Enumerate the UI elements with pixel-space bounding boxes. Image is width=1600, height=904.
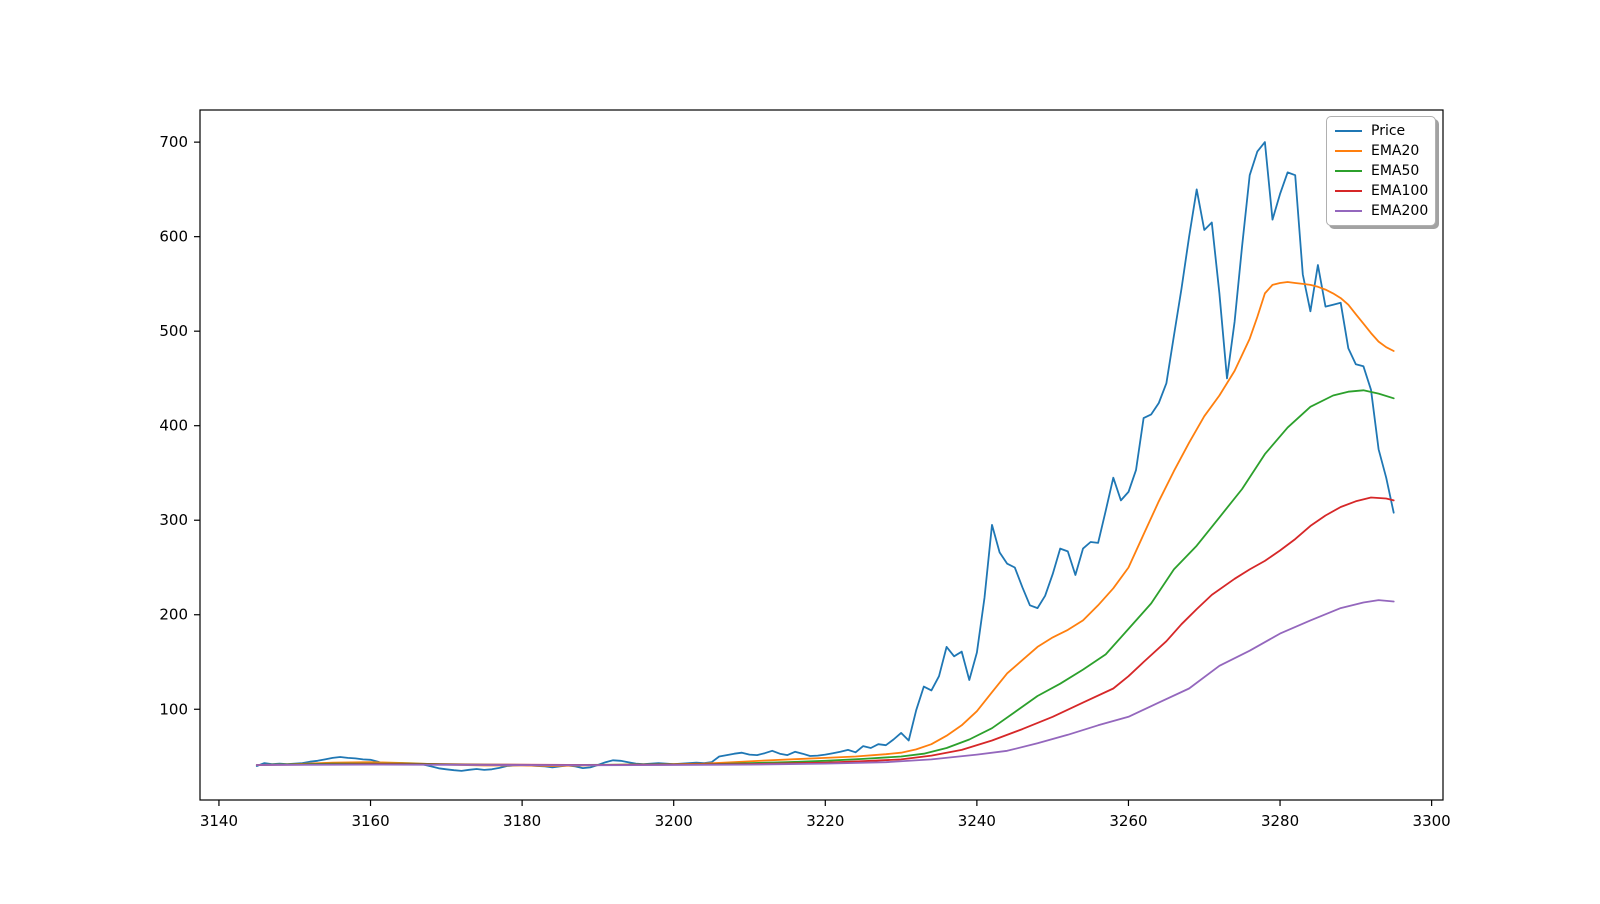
x-tick-label: 3180 bbox=[503, 812, 541, 830]
legend-line-sample-price bbox=[1335, 130, 1362, 132]
y-tick-label: 300 bbox=[159, 511, 188, 529]
x-tick-label: 3220 bbox=[806, 812, 844, 830]
ema50-line bbox=[255, 389, 1395, 766]
legend-label-ema200: EMA200 bbox=[1371, 203, 1429, 219]
x-tick-label: 3280 bbox=[1261, 812, 1299, 830]
legend-item-ema50: EMA50 bbox=[1335, 161, 1427, 181]
x-tick-label: 3240 bbox=[958, 812, 996, 830]
y-tick-label: 500 bbox=[159, 322, 188, 340]
ema200-line bbox=[255, 599, 1395, 767]
y-tick-label: 700 bbox=[159, 133, 188, 151]
ema20-line bbox=[255, 281, 1395, 767]
legend-line-sample-ema50 bbox=[1335, 170, 1362, 172]
y-tick-label: 100 bbox=[159, 700, 188, 718]
y-tick-label: 200 bbox=[159, 606, 188, 624]
legend-item-ema100: EMA100 bbox=[1335, 181, 1429, 201]
legend-label-ema20: EMA20 bbox=[1371, 143, 1420, 159]
legend-line-sample-ema200 bbox=[1335, 210, 1362, 212]
legend-line-sample-ema100 bbox=[1335, 190, 1362, 192]
legend-label-ema50: EMA50 bbox=[1371, 163, 1420, 179]
legend-line-sample-ema20 bbox=[1335, 150, 1362, 152]
x-tick-label: 3260 bbox=[1109, 812, 1147, 830]
x-tick-label: 3140 bbox=[200, 812, 238, 830]
legend-item-ema200: EMA200 bbox=[1335, 201, 1429, 221]
x-tick-label: 3200 bbox=[655, 812, 693, 830]
ema100-line bbox=[255, 496, 1395, 766]
x-tick-label: 3160 bbox=[351, 812, 389, 830]
legend-label-price: Price bbox=[1371, 123, 1406, 139]
legend-item-ema20: EMA20 bbox=[1335, 141, 1427, 161]
y-tick-label: 600 bbox=[159, 228, 188, 246]
plot-area bbox=[199, 109, 1444, 801]
legend-item-price: Price bbox=[1335, 121, 1427, 141]
legend-label-ema100: EMA100 bbox=[1371, 183, 1429, 199]
x-tick-label: 3300 bbox=[1413, 812, 1451, 830]
chart-legend: Price EMA20 EMA50 EMA100 EMA200 bbox=[1326, 116, 1436, 226]
y-tick-label: 400 bbox=[159, 417, 188, 435]
price-line bbox=[255, 141, 1395, 772]
